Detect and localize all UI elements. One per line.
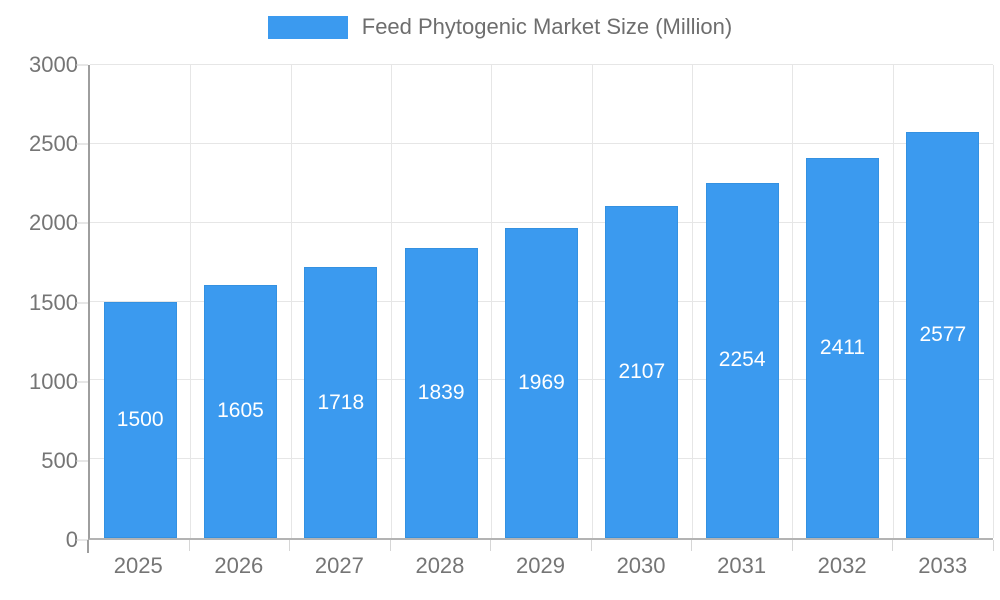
x-gridline <box>691 65 693 538</box>
y-tick-label: 2000 <box>29 210 78 236</box>
x-tick-label: 2030 <box>616 553 666 578</box>
y-axis-tick-tail <box>86 540 89 553</box>
legend-swatch-icon <box>267 15 348 39</box>
plot-area: 1500 1605 1718 1839 1969 2107 2254 2411 2577 <box>88 64 994 540</box>
x-tick-label: 2029 <box>516 553 565 578</box>
x-gridline <box>390 65 392 538</box>
y-tick-mark <box>76 381 88 383</box>
bar[interactable]: 2577 <box>906 131 980 538</box>
bar[interactable]: 2254 <box>705 182 779 538</box>
y-tick-label: 2500 <box>29 131 78 157</box>
x-gridline <box>491 65 493 538</box>
y-gridline <box>90 221 993 223</box>
x-tick-label: 2033 <box>918 553 968 578</box>
x-tick-mark <box>490 540 492 551</box>
x-tick-mark <box>389 540 391 551</box>
y-tick-label: 0 <box>65 527 78 552</box>
y-tick-mark <box>76 460 88 462</box>
y-gridline <box>90 64 993 65</box>
bar-value-label: 1500 <box>116 407 164 431</box>
bar[interactable]: 2411 <box>805 157 880 538</box>
x-tick-label: 2028 <box>415 553 465 578</box>
x-tick-mark <box>892 540 894 551</box>
chart-legend[interactable]: Feed Phytogenic Market Size (Million) <box>0 14 1000 40</box>
x-tick-mark <box>791 540 793 551</box>
y-tick-mark <box>76 539 88 541</box>
x-gridline <box>591 65 593 538</box>
x-tick-label: 2031 <box>717 553 767 578</box>
x-gridline <box>290 65 292 538</box>
bar[interactable]: 2107 <box>605 205 679 538</box>
bar-value-label: 1605 <box>217 399 264 423</box>
x-tick-mark <box>691 540 693 551</box>
x-tick-mark <box>289 540 291 551</box>
bar-value-label: 2411 <box>819 335 866 359</box>
x-gridline <box>993 65 994 538</box>
y-tick-mark <box>76 64 88 66</box>
y-tick-mark <box>76 143 88 145</box>
y-tick-label: 500 <box>41 447 78 473</box>
bar[interactable]: 1500 <box>103 301 177 538</box>
bar-value-label: 2254 <box>718 348 766 372</box>
x-tick-label: 2032 <box>817 553 867 578</box>
x-tick-mark <box>993 540 994 551</box>
y-tick-mark <box>76 222 88 224</box>
x-tick-label: 2026 <box>214 553 264 578</box>
x-tick-mark <box>590 540 592 551</box>
y-tick-label: 1500 <box>29 289 78 315</box>
y-tick-mark <box>76 302 88 303</box>
x-tick-label: 2027 <box>314 553 364 578</box>
bar[interactable]: 1605 <box>203 284 278 538</box>
bar[interactable]: 1839 <box>404 248 478 538</box>
x-tick-label: 2025 <box>113 553 163 578</box>
bar-value-label: 1718 <box>317 390 365 414</box>
bar-value-label: 2107 <box>618 359 666 383</box>
x-gridline <box>190 65 192 538</box>
bar[interactable]: 1718 <box>304 267 378 538</box>
y-gridline <box>90 142 993 144</box>
y-tick-label: 3000 <box>29 52 78 77</box>
bar-value-label: 1969 <box>518 370 565 394</box>
y-tick-label: 1000 <box>29 368 78 394</box>
bar[interactable]: 1969 <box>504 227 579 538</box>
bar-value-label: 2577 <box>919 322 967 346</box>
x-gridline <box>792 65 794 538</box>
x-tick-mark <box>188 540 190 551</box>
bar-value-label: 1839 <box>417 381 465 405</box>
x-gridline <box>892 65 894 538</box>
legend-label: Feed Phytogenic Market Size (Million) <box>361 14 733 39</box>
